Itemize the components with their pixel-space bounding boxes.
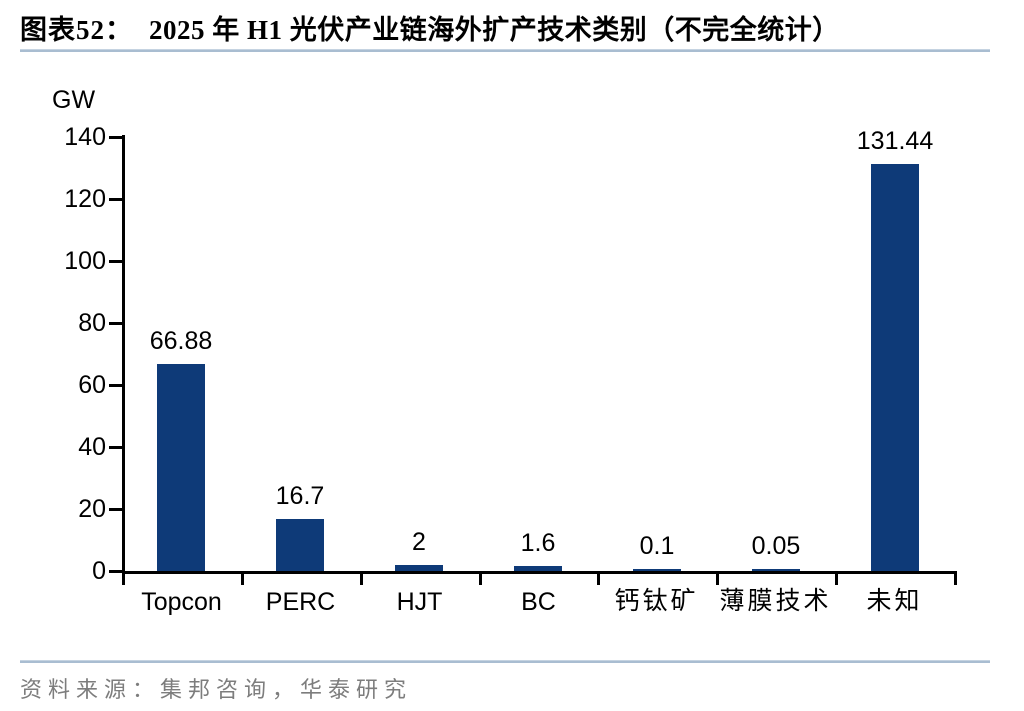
y-axis-line [122, 135, 125, 574]
x-category-label: PERC [265, 588, 336, 616]
bar-value-label: 0.1 [639, 532, 675, 560]
chart-header: 图表52： 2025 年 H1 光伏产业链海外扩产技术类别（不完全统计） [20, 8, 1000, 47]
y-tick-mark [109, 322, 122, 325]
x-category-label: 薄膜技术 [719, 588, 832, 615]
y-tick-label: 40 [78, 433, 106, 461]
y-tick-label: 60 [78, 371, 106, 399]
y-tick-mark [109, 384, 122, 387]
y-tick-mark [109, 136, 122, 139]
bar-value-label: 1.6 [520, 529, 556, 558]
y-tick-mark [109, 446, 122, 449]
exhibit-number: 图表52： [20, 15, 133, 45]
footer-divider [20, 660, 990, 663]
bar-value-label: 2 [412, 527, 426, 556]
x-category-label: 未知 [866, 588, 923, 615]
x-category-label: Topcon [141, 588, 222, 616]
x-tick-mark [241, 574, 244, 585]
bar-Topcon [157, 363, 205, 571]
x-tick-mark [122, 574, 125, 585]
bar-value-label: 66.88 [149, 326, 213, 355]
x-category-label: BC [521, 588, 556, 616]
x-axis-line [122, 571, 957, 574]
x-tick-mark [954, 574, 957, 585]
x-tick-mark [716, 574, 719, 585]
header-divider [20, 49, 990, 52]
bar-未知 [871, 163, 919, 571]
y-tick-label: 120 [64, 185, 106, 213]
y-tick-mark [109, 508, 122, 511]
chart-title: 2025 年 H1 光伏产业链海外扩产技术类别（不完全统计） [149, 15, 840, 45]
bar-value-label: 0.05 [751, 532, 801, 560]
bar-HJT [395, 564, 443, 571]
bar-钙钛矿 [633, 569, 681, 571]
source-note: 资料来源：集邦咨询，华泰研究 [20, 677, 413, 702]
y-tick-label: 140 [64, 123, 106, 151]
x-category-label: HJT [396, 588, 443, 616]
x-tick-mark [360, 574, 363, 585]
x-tick-mark [479, 574, 482, 585]
y-tick-label: 100 [64, 247, 106, 275]
y-tick-label: 80 [78, 309, 106, 337]
bar-value-label: 131.44 [856, 126, 934, 155]
y-tick-mark [109, 198, 122, 201]
y-tick-mark [109, 570, 122, 573]
x-tick-mark [835, 574, 838, 585]
y-axis-unit-label: GW [52, 86, 96, 114]
y-tick-label: 0 [92, 557, 106, 585]
y-tick-mark [109, 260, 122, 263]
y-tick-label: 20 [78, 495, 106, 523]
bar-value-label: 16.7 [275, 482, 325, 511]
x-category-label: 钙钛矿 [614, 588, 699, 615]
x-tick-mark [597, 574, 600, 585]
bar-PERC [276, 519, 324, 571]
bar-BC [514, 566, 562, 571]
bar-薄膜技术 [752, 569, 800, 571]
